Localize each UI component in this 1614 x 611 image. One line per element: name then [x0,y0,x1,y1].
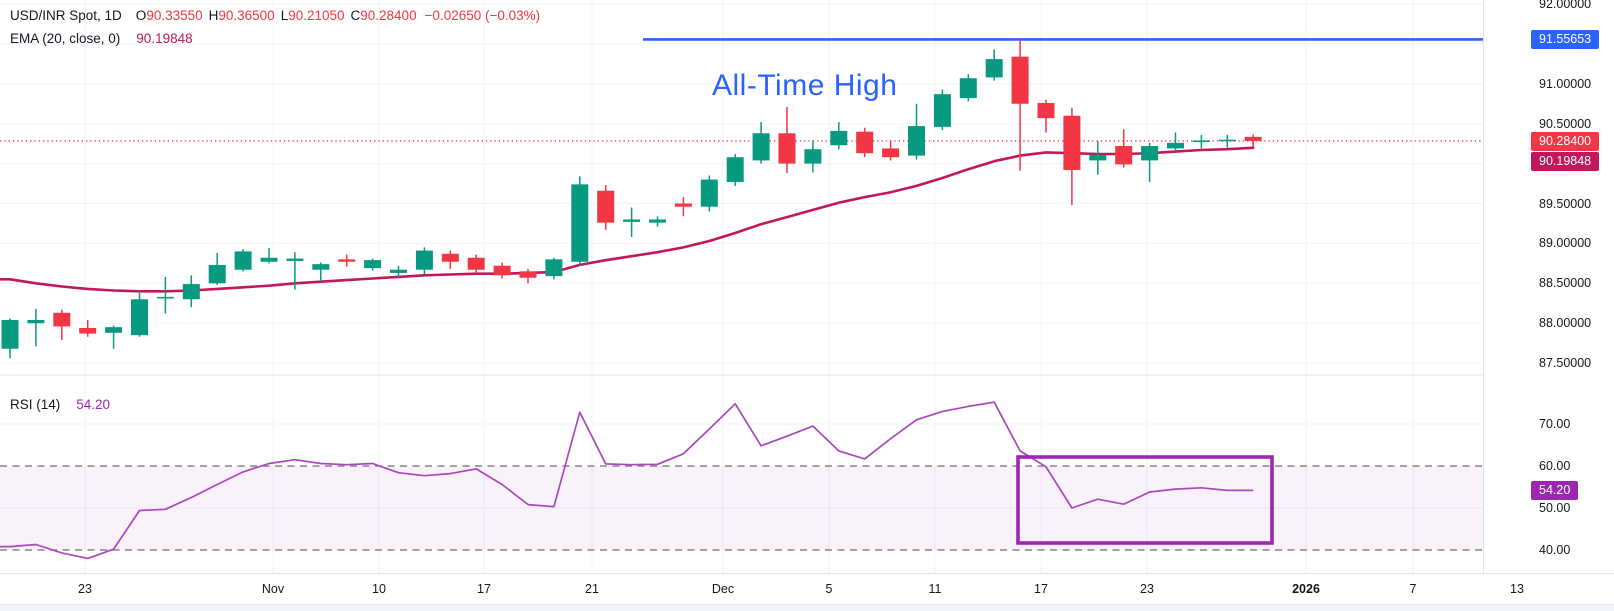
rsi-badge: 54.20 [1531,480,1579,500]
bottom-toolbar-strip [0,604,1614,611]
price-axis-label: 91.00000 [1539,76,1592,91]
time-axis-label: Nov [261,582,285,596]
ema-legend-row[interactable]: EMA (20, close, 0) 90.19848 [10,31,193,46]
symbol-title: USD/INR Spot, 1D [10,8,122,23]
high-key: H [208,8,219,23]
close-badge: 90.28400 [1531,131,1600,151]
time-axis-label: 10 [372,582,386,596]
time-axis-label: 11 [928,582,942,596]
close-value: 90.28400 [360,8,417,23]
symbol-legend-row[interactable]: USD/INR Spot, 1D O90.33550 H90.36500 L90.21… [10,8,540,23]
time-axis-label: 17 [1034,582,1048,596]
low-key: L [280,8,289,23]
candles-layer [1,39,1262,359]
rsi-axis-label: 50.00 [1539,501,1571,515]
rsi-axis-label: 40.00 [1539,543,1571,557]
time-axis-label: 2026 [1292,582,1320,596]
rsi-band [0,465,1483,551]
rsi-label: RSI (14) [10,397,61,412]
ath-badge: 91.55653 [1531,29,1600,49]
change-value: −0.02650 (−0.03%) [424,8,541,23]
rsi-value: 54.20 [76,397,111,412]
rsi-axis-label: 60.00 [1539,459,1571,473]
open-value: 90.33550 [146,8,203,23]
rsi-line [0,401,1254,560]
price-axis-label: 89.50000 [1539,196,1592,211]
low-value: 90.21050 [288,8,345,23]
time-axis-label: 21 [585,582,599,596]
price-axis-label: 89.00000 [1539,236,1592,251]
ema-value: 90.19848 [136,31,193,46]
grid-layer [0,0,1483,573]
time-axis-label: 23 [78,582,92,596]
price-axis-label: 88.00000 [1539,316,1592,331]
time-axis-label: Dec [711,582,735,596]
high-value: 90.36500 [218,8,275,23]
open-key: O [135,8,147,23]
close-key: C [350,8,361,23]
ema-badge: 90.19848 [1531,151,1600,171]
rsi-axis-label: 70.00 [1539,417,1571,431]
time-axis-label: 5 [825,582,833,596]
time-axis-label: 13 [1510,582,1524,596]
time-axis-label: 17 [477,582,491,596]
all-time-high-annotation[interactable]: All-Time High [712,69,898,102]
price-axis-label: 87.50000 [1539,356,1592,371]
price-axis-label: 88.50000 [1539,276,1592,291]
ema-label: EMA (20, close, 0) [10,31,121,46]
rsi-box-drawing[interactable] [1016,455,1274,545]
price-axis-label: 90.50000 [1539,116,1592,131]
rsi-legend-row[interactable]: RSI (14) 54.20 [10,397,110,412]
time-axis-label: 7 [1409,582,1417,596]
price-axis-label: 92.00000 [1539,0,1592,11]
price-axis[interactable]: 92.00000 91.00000 90.50000 89.50000 89.00000… [1483,0,1614,573]
time-axis-label: 23 [1140,582,1154,596]
time-axis[interactable]: 23 Nov 10 17 21 Dec 5 11 17 23 2026 7 13 [0,573,1614,605]
